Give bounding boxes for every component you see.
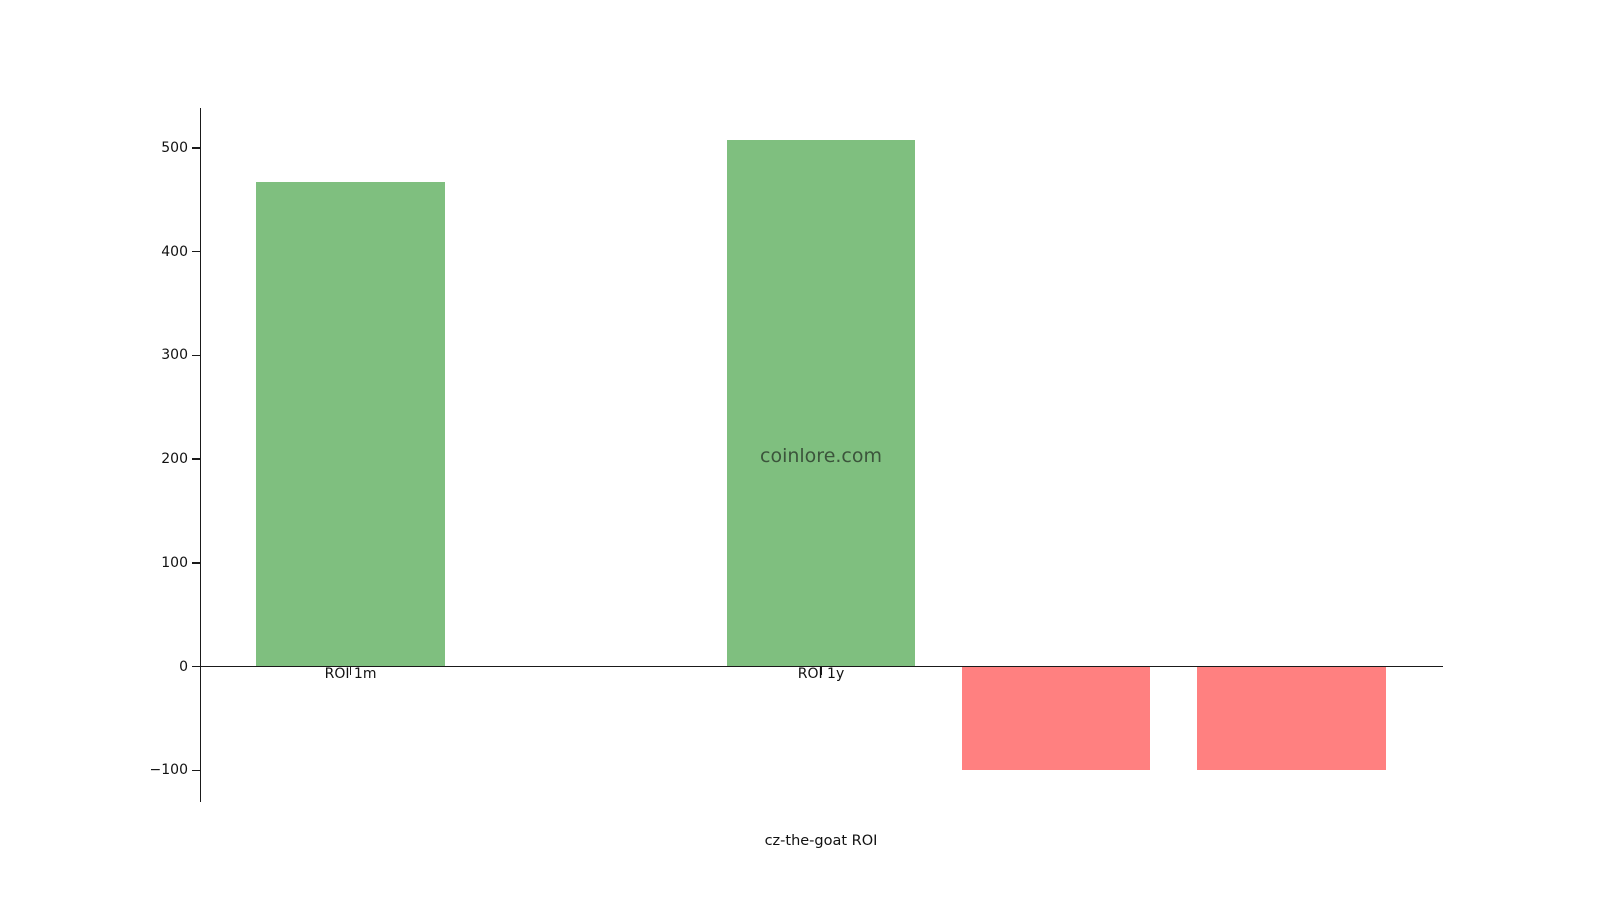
y-tick-mark	[192, 458, 200, 460]
bar-roi-1y	[726, 139, 916, 667]
y-tick-mark	[192, 769, 200, 772]
watermark-text: coinlore.com	[760, 444, 882, 467]
x-tick-label: ROI 1y	[797, 666, 845, 683]
x-tick-label: ROI 1m	[324, 666, 377, 683]
y-tick-mark	[192, 665, 200, 668]
bar-slot-4	[1197, 666, 1386, 771]
y-tick-label: 200	[161, 451, 188, 468]
y-tick-label: 300	[161, 347, 188, 364]
y-tick-mark	[192, 147, 200, 149]
y-tick-label: 500	[161, 139, 188, 156]
x-tick-mark	[820, 666, 822, 675]
x-tick-mark	[349, 666, 352, 675]
x-axis-title: cz-the-goat ROI	[764, 833, 878, 849]
y-tick-label: −100	[149, 762, 188, 779]
bar-roi-1m	[256, 182, 445, 667]
bar-slot-3	[962, 666, 1151, 771]
y-tick-label: 100	[161, 554, 188, 571]
y-axis-spine	[199, 108, 201, 802]
y-tick-mark	[192, 250, 200, 253]
y-tick-label: 0	[179, 658, 188, 675]
y-tick-mark	[192, 562, 200, 564]
y-tick-mark	[192, 354, 200, 357]
y-tick-label: 400	[161, 243, 188, 260]
